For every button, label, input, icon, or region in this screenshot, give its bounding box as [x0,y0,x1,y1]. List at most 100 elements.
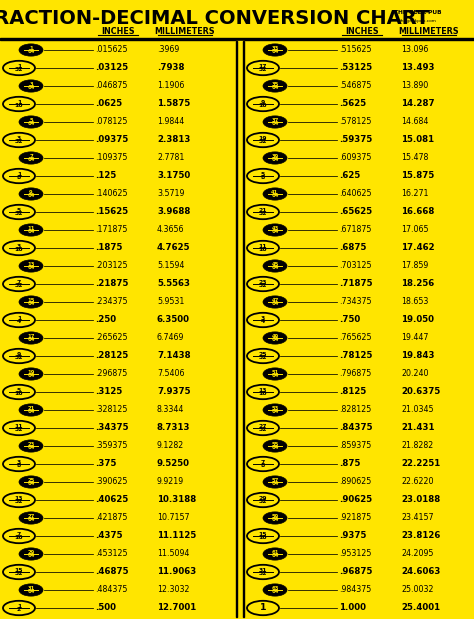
Ellipse shape [19,368,43,380]
Ellipse shape [3,457,35,471]
Bar [243,41,244,617]
Text: .484375: .484375 [95,586,128,594]
Ellipse shape [263,44,287,56]
Text: 51: 51 [271,370,279,375]
Text: 29: 29 [259,496,267,501]
Ellipse shape [263,404,287,416]
Text: 1.5875: 1.5875 [157,100,190,108]
Text: 3: 3 [29,82,33,87]
Text: 4.7625: 4.7625 [157,243,191,253]
Text: 5.9531: 5.9531 [157,298,184,306]
Text: .8125: .8125 [339,387,366,397]
Ellipse shape [263,152,287,164]
Text: 23.0188: 23.0188 [401,495,440,504]
Text: 1: 1 [17,316,21,321]
Text: 9: 9 [17,352,21,357]
Text: 20.6375: 20.6375 [401,387,440,397]
Text: 64: 64 [271,301,279,306]
Text: 32: 32 [15,139,23,144]
Text: 9.9219: 9.9219 [157,477,184,487]
Text: 1: 1 [17,604,21,608]
Text: 64: 64 [27,481,35,486]
Text: .765625: .765625 [339,334,372,342]
Ellipse shape [247,457,279,471]
Text: 1: 1 [29,46,33,51]
Text: 23.8126: 23.8126 [401,532,440,540]
Text: 8.7313: 8.7313 [157,423,191,433]
Bar [236,41,244,617]
Text: 7: 7 [29,154,33,159]
Text: 17.859: 17.859 [401,261,428,271]
Text: 5: 5 [29,118,33,123]
Text: 7: 7 [17,532,21,537]
Ellipse shape [3,493,35,507]
Text: 7.9375: 7.9375 [157,387,191,397]
Ellipse shape [3,277,35,291]
Text: 32: 32 [15,427,23,433]
Text: .71875: .71875 [339,280,373,288]
Text: .500: .500 [95,604,116,612]
Text: 15.478: 15.478 [401,154,428,163]
Text: 8: 8 [261,175,265,180]
Text: 64: 64 [27,301,35,306]
Text: 17.462: 17.462 [401,243,435,253]
Text: 8: 8 [17,464,21,469]
Ellipse shape [3,241,35,255]
Text: 9: 9 [261,100,265,105]
Text: .203125: .203125 [95,261,128,271]
Text: 64: 64 [27,445,35,450]
Ellipse shape [263,116,287,128]
Text: 31: 31 [27,586,35,591]
Ellipse shape [247,133,279,147]
Text: 21.431: 21.431 [401,423,435,433]
Text: 64: 64 [271,517,279,522]
Text: 7: 7 [17,280,21,285]
Text: 32: 32 [259,139,267,144]
Text: .09375: .09375 [95,136,128,144]
Text: 32: 32 [259,67,267,72]
Ellipse shape [247,601,279,615]
Text: .515625: .515625 [339,46,372,54]
Text: .0625: .0625 [95,100,122,108]
Text: .53125: .53125 [339,64,372,72]
Ellipse shape [19,188,43,200]
Text: 23: 23 [27,442,35,447]
Ellipse shape [263,224,287,236]
Ellipse shape [19,260,43,272]
Text: .046875: .046875 [95,82,128,90]
Text: 53: 53 [272,406,279,411]
Text: .890625: .890625 [339,477,371,487]
Text: .15625: .15625 [95,207,128,217]
Text: 4: 4 [17,319,21,324]
Text: 64: 64 [271,193,279,198]
Text: .250: .250 [95,316,116,324]
Text: 27: 27 [27,514,35,519]
Text: 10.7157: 10.7157 [157,514,190,522]
Text: 49: 49 [272,334,279,339]
Text: MILLIMETERS: MILLIMETERS [399,27,459,36]
Text: 64: 64 [27,553,35,558]
Text: 16.668: 16.668 [401,207,434,217]
Text: 64: 64 [271,589,279,594]
Text: 10.3188: 10.3188 [157,495,196,504]
Ellipse shape [247,241,279,255]
Ellipse shape [263,512,287,524]
Text: .625: .625 [339,171,360,181]
Text: 64: 64 [27,229,35,234]
Text: 1.000: 1.000 [339,604,366,612]
Text: 13: 13 [27,262,35,267]
Text: .953125: .953125 [339,550,371,558]
Text: 22.6220: 22.6220 [401,477,434,487]
Text: 64: 64 [27,409,35,414]
Text: 5: 5 [17,207,21,213]
Text: .90625: .90625 [339,495,372,504]
Text: .7938: .7938 [157,64,184,72]
Text: .6875: .6875 [339,243,366,253]
Text: 7.1438: 7.1438 [157,352,191,360]
Text: 11: 11 [15,423,23,428]
Ellipse shape [247,277,279,291]
Ellipse shape [263,296,287,308]
Text: 1.1906: 1.1906 [157,82,184,90]
Text: 23: 23 [259,280,267,285]
Bar [236,41,237,617]
